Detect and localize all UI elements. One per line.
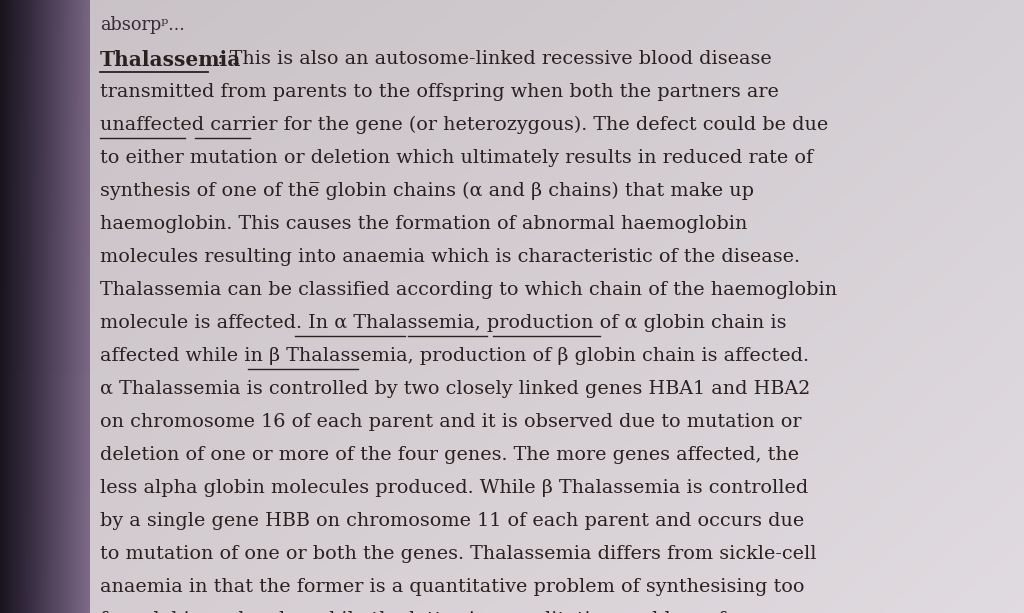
Text: anaemia in that the former is a quantitative problem of synthesising too: anaemia in that the former is a quantita… (100, 578, 805, 596)
Text: less alpha globin molecules produced. While β Thalassemia is controlled: less alpha globin molecules produced. Wh… (100, 479, 808, 497)
Text: to either mutation or deletion which ultimately results in reduced rate of: to either mutation or deletion which ult… (100, 149, 813, 167)
Text: transmitted from parents to the offspring when both the partners are: transmitted from parents to the offsprin… (100, 83, 779, 101)
Text: deletion of one or more of the four genes. The more genes affected, the: deletion of one or more of the four gene… (100, 446, 799, 464)
Text: molecules resulting into anaemia which is characteristic of the disease.: molecules resulting into anaemia which i… (100, 248, 800, 266)
Text: unaffected carrier for the gene (or heterozygous). The defect could be due: unaffected carrier for the gene (or hete… (100, 116, 828, 134)
Text: to mutation of one or both the genes. Thalassemia differs from sickle-cell: to mutation of one or both the genes. Th… (100, 545, 816, 563)
Text: haemoglobin. This causes the formation of abnormal haemoglobin: haemoglobin. This causes the formation o… (100, 215, 748, 233)
Text: molecule is affected. In α Thalassemia, production of α globin chain is: molecule is affected. In α Thalassemia, … (100, 314, 786, 332)
Text: few globin molecules while the latter is a qualitative problem of: few globin molecules while the latter is… (100, 611, 725, 613)
Text: Thalassemia: Thalassemia (100, 50, 242, 70)
Text: by a single gene HBB on chromosome 11 of each parent and occurs due: by a single gene HBB on chromosome 11 of… (100, 512, 804, 530)
Text: on chromosome 16 of each parent and it is observed due to mutation or: on chromosome 16 of each parent and it i… (100, 413, 802, 431)
Text: Thalassemia can be classified according to which chain of the haemoglobin: Thalassemia can be classified according … (100, 281, 838, 299)
Text: : This is also an autosome-linked recessive blood disease: : This is also an autosome-linked recess… (211, 50, 772, 68)
Text: affected while in β Thalassemia, production of β globin chain is affected.: affected while in β Thalassemia, product… (100, 347, 809, 365)
Text: absorpᵖ...: absorpᵖ... (100, 16, 184, 34)
Text: synthesis of one of the̅ globin chains (α and β chains) that make up: synthesis of one of the̅ globin chains (… (100, 182, 754, 200)
Text: α Thalassemia is controlled by two closely linked genes HBA1 and HBA2: α Thalassemia is controlled by two close… (100, 380, 810, 398)
